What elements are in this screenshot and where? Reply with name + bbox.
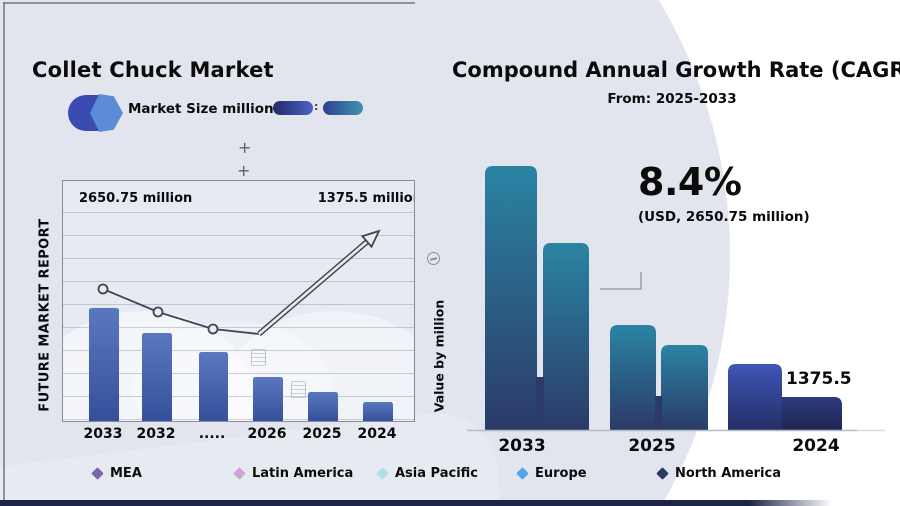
x-label: 2024 bbox=[792, 436, 840, 456]
bar-2024-b bbox=[782, 397, 842, 430]
bar-2024-a bbox=[728, 364, 782, 430]
legend-label-latin-america: Latin America bbox=[252, 466, 354, 481]
ratio-separator: : bbox=[314, 100, 319, 113]
minus-circle-icon[interactable] bbox=[427, 252, 440, 265]
x-label: 2024 bbox=[357, 426, 397, 442]
bar-2033-a bbox=[485, 166, 537, 430]
trend-line-and-arrow bbox=[97, 229, 381, 337]
bar-2025-b bbox=[661, 345, 708, 430]
x-label: 2025 bbox=[628, 436, 676, 456]
x-label: 2032 bbox=[136, 426, 176, 442]
left-axis-watermark: FUTURE MARKET REPORT bbox=[37, 218, 53, 412]
market-size-chart-panel: 2650.75 million 1375.5 million bbox=[62, 180, 415, 422]
legend-label-mea: MEA bbox=[110, 466, 142, 481]
bar-2033 bbox=[89, 308, 119, 421]
bar-2025-a bbox=[610, 325, 656, 430]
bar-2032 bbox=[142, 333, 172, 421]
ghost-table-icon bbox=[291, 381, 306, 398]
series-label: Market Size million bbox=[128, 101, 274, 117]
value-label-2024: 1375.5 million bbox=[317, 191, 415, 206]
plus-decoration: + bbox=[237, 161, 251, 180]
page-title: Collet Chuck Market bbox=[32, 58, 274, 82]
gridlines bbox=[63, 181, 414, 421]
ratio-pill-right bbox=[323, 101, 363, 115]
plus-decoration: + bbox=[238, 138, 252, 157]
step-bracket bbox=[600, 272, 642, 290]
x-label: ..... bbox=[198, 426, 226, 442]
bar-dots bbox=[199, 352, 228, 421]
bar-2026 bbox=[253, 377, 283, 421]
bottom-accent-strip bbox=[0, 500, 832, 506]
x-label: 2026 bbox=[247, 426, 287, 442]
x-label: 2025 bbox=[302, 426, 342, 442]
bar-2025 bbox=[308, 392, 338, 421]
bar-2024 bbox=[363, 402, 393, 421]
cylinder-icon bbox=[68, 94, 123, 132]
x-label: 2033 bbox=[498, 436, 546, 456]
cagr-title: Compound Annual Growth Rate (CAGR) bbox=[452, 58, 900, 82]
ghost-table-icon bbox=[251, 349, 266, 366]
cagr-value: 8.4% bbox=[638, 160, 742, 204]
legend-label-asia-pacific: Asia Pacific bbox=[395, 466, 479, 481]
legend-label-europe: Europe bbox=[535, 466, 587, 481]
cagr-note: (USD, 2650.75 million) bbox=[638, 209, 810, 225]
bar-annotation-1375: 1375.5 bbox=[786, 369, 852, 389]
cagr-subtitle: From: 2025-2033 bbox=[607, 91, 737, 107]
value-axis-label: Value by million bbox=[431, 299, 447, 413]
ratio-pill-left bbox=[273, 101, 313, 115]
cagr-bar-chart bbox=[467, 166, 885, 432]
value-label-2033: 2650.75 million bbox=[79, 191, 193, 206]
frame-left-line bbox=[3, 2, 5, 503]
bar-2033-b bbox=[543, 243, 589, 430]
legend-label-north-america: North America bbox=[675, 466, 781, 481]
frame-top-line bbox=[3, 2, 415, 4]
x-label: 2033 bbox=[83, 426, 123, 442]
